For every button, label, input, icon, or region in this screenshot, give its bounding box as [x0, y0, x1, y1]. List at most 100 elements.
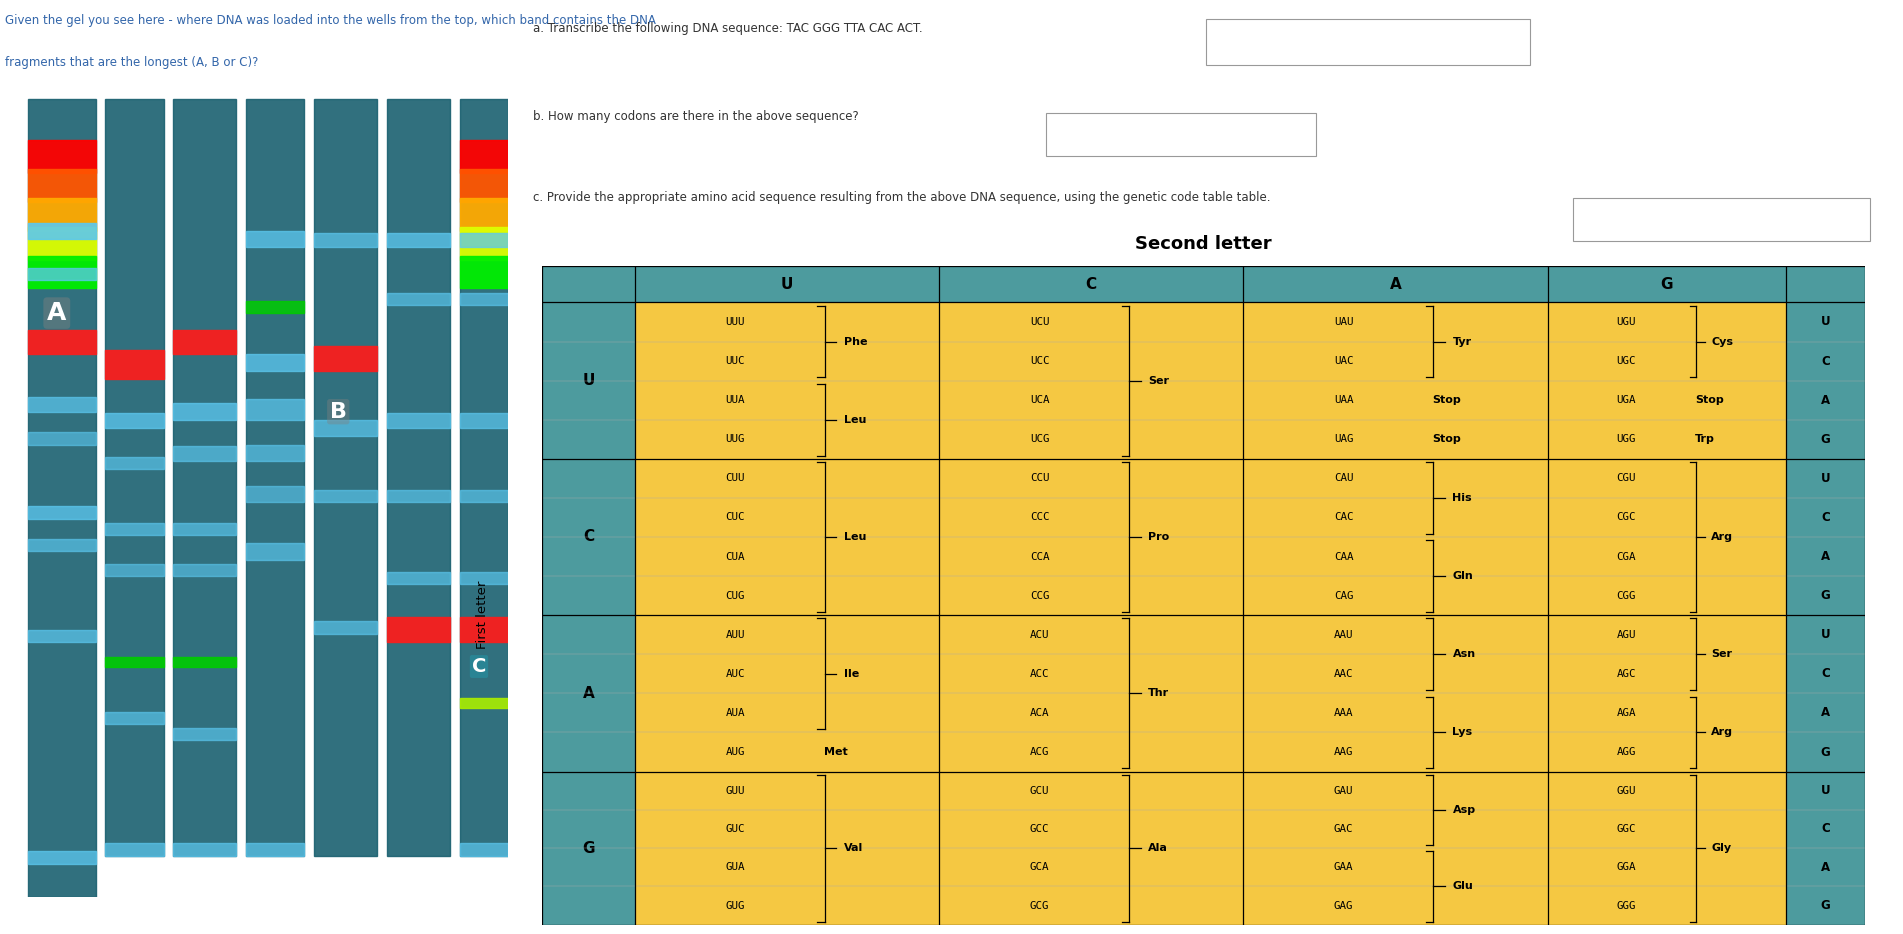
Bar [386, 233, 449, 248]
Text: CAC: CAC [1334, 513, 1353, 522]
Bar [386, 617, 449, 642]
Bar [173, 446, 236, 461]
Text: a. Transcribe the following DNA sequence: TAC GGG TTA CAC ACT.: a. Transcribe the following DNA sequence… [533, 21, 923, 35]
Text: AUA: AUA [725, 708, 746, 718]
Text: CUG: CUG [725, 590, 746, 601]
Bar [1547, 303, 1785, 459]
Bar [29, 852, 95, 864]
Bar [173, 843, 236, 856]
Text: UGA: UGA [1616, 395, 1637, 405]
Text: Cys: Cys [1711, 336, 1734, 347]
Bar [1243, 303, 1547, 459]
Bar [1574, 199, 1871, 241]
Text: A: A [1821, 393, 1831, 406]
Text: G: G [1821, 745, 1831, 758]
Text: AAA: AAA [1334, 708, 1353, 718]
Bar [542, 303, 636, 459]
Text: GCC: GCC [1030, 824, 1049, 834]
Bar [314, 99, 377, 856]
Bar [940, 771, 1243, 925]
Text: CUU: CUU [725, 474, 746, 483]
Text: U: U [780, 276, 794, 291]
Bar [1547, 616, 1785, 771]
Text: GAC: GAC [1334, 824, 1353, 834]
Text: G: G [582, 841, 596, 856]
Bar [29, 256, 95, 289]
Bar [1785, 303, 1865, 459]
Text: UCC: UCC [1030, 356, 1049, 366]
Bar [29, 222, 95, 239]
Text: U: U [1821, 785, 1831, 798]
Bar [245, 301, 304, 313]
Bar [1243, 771, 1547, 925]
Text: GGG: GGG [1616, 900, 1637, 911]
Bar [173, 523, 236, 535]
Bar [940, 616, 1243, 771]
Bar [1243, 459, 1547, 616]
Bar [29, 330, 95, 354]
Text: GGA: GGA [1616, 862, 1637, 872]
Text: Ala: Ala [1148, 843, 1168, 853]
Text: Second letter: Second letter [1136, 235, 1271, 253]
Text: UGG: UGG [1616, 434, 1637, 445]
Text: A: A [1821, 861, 1831, 873]
Bar [29, 140, 95, 174]
Bar [29, 268, 95, 280]
Text: CGG: CGG [1616, 590, 1637, 601]
Bar [461, 233, 508, 248]
Text: UCA: UCA [1030, 395, 1049, 405]
Bar [386, 572, 449, 585]
Bar [105, 843, 164, 856]
Text: C: C [1821, 511, 1829, 524]
Text: U: U [1821, 316, 1831, 329]
Bar [1243, 616, 1547, 771]
Bar [105, 414, 164, 428]
Bar [245, 843, 304, 856]
Bar [105, 457, 164, 469]
Bar [542, 771, 636, 925]
Text: Tyr: Tyr [1452, 336, 1471, 347]
Bar [29, 539, 95, 551]
Bar [314, 621, 377, 633]
Bar [542, 459, 636, 616]
Text: First letter: First letter [476, 581, 489, 649]
Bar [314, 233, 377, 248]
Text: ACU: ACU [1030, 630, 1049, 640]
Text: UCU: UCU [1030, 317, 1049, 327]
Text: C: C [472, 657, 485, 676]
Bar [245, 445, 304, 461]
Text: GAU: GAU [1334, 785, 1353, 796]
Text: Stop: Stop [1696, 395, 1724, 405]
Text: GAA: GAA [1334, 862, 1353, 872]
Text: G: G [1659, 276, 1673, 291]
Bar [636, 616, 940, 771]
Text: C: C [1087, 276, 1096, 291]
Text: Asn: Asn [1452, 649, 1475, 659]
Text: Given the gel you see here - where DNA was loaded into the wells from the top, w: Given the gel you see here - where DNA w… [6, 13, 657, 26]
Text: GGU: GGU [1616, 785, 1637, 796]
Text: Stop: Stop [1431, 434, 1462, 445]
Bar [105, 350, 164, 379]
Bar [105, 657, 164, 667]
Bar [1207, 20, 1530, 64]
Text: UAG: UAG [1334, 434, 1353, 445]
Bar [636, 459, 940, 616]
Text: AGU: AGU [1616, 630, 1637, 640]
Text: CAU: CAU [1334, 474, 1353, 483]
Bar [29, 630, 95, 642]
Text: AAC: AAC [1334, 669, 1353, 679]
Bar [636, 266, 940, 303]
Text: C: C [1821, 355, 1829, 368]
Text: AGC: AGC [1616, 669, 1637, 679]
Bar [29, 99, 95, 897]
Text: Leu: Leu [845, 415, 866, 425]
Text: G: G [1821, 589, 1831, 602]
Text: CGA: CGA [1616, 552, 1637, 561]
Text: Val: Val [845, 843, 864, 853]
Bar [245, 231, 304, 248]
Text: A: A [1821, 706, 1831, 719]
Bar [1547, 266, 1785, 303]
Text: UGU: UGU [1616, 317, 1637, 327]
Text: A: A [582, 686, 594, 700]
Text: GUC: GUC [725, 824, 746, 834]
